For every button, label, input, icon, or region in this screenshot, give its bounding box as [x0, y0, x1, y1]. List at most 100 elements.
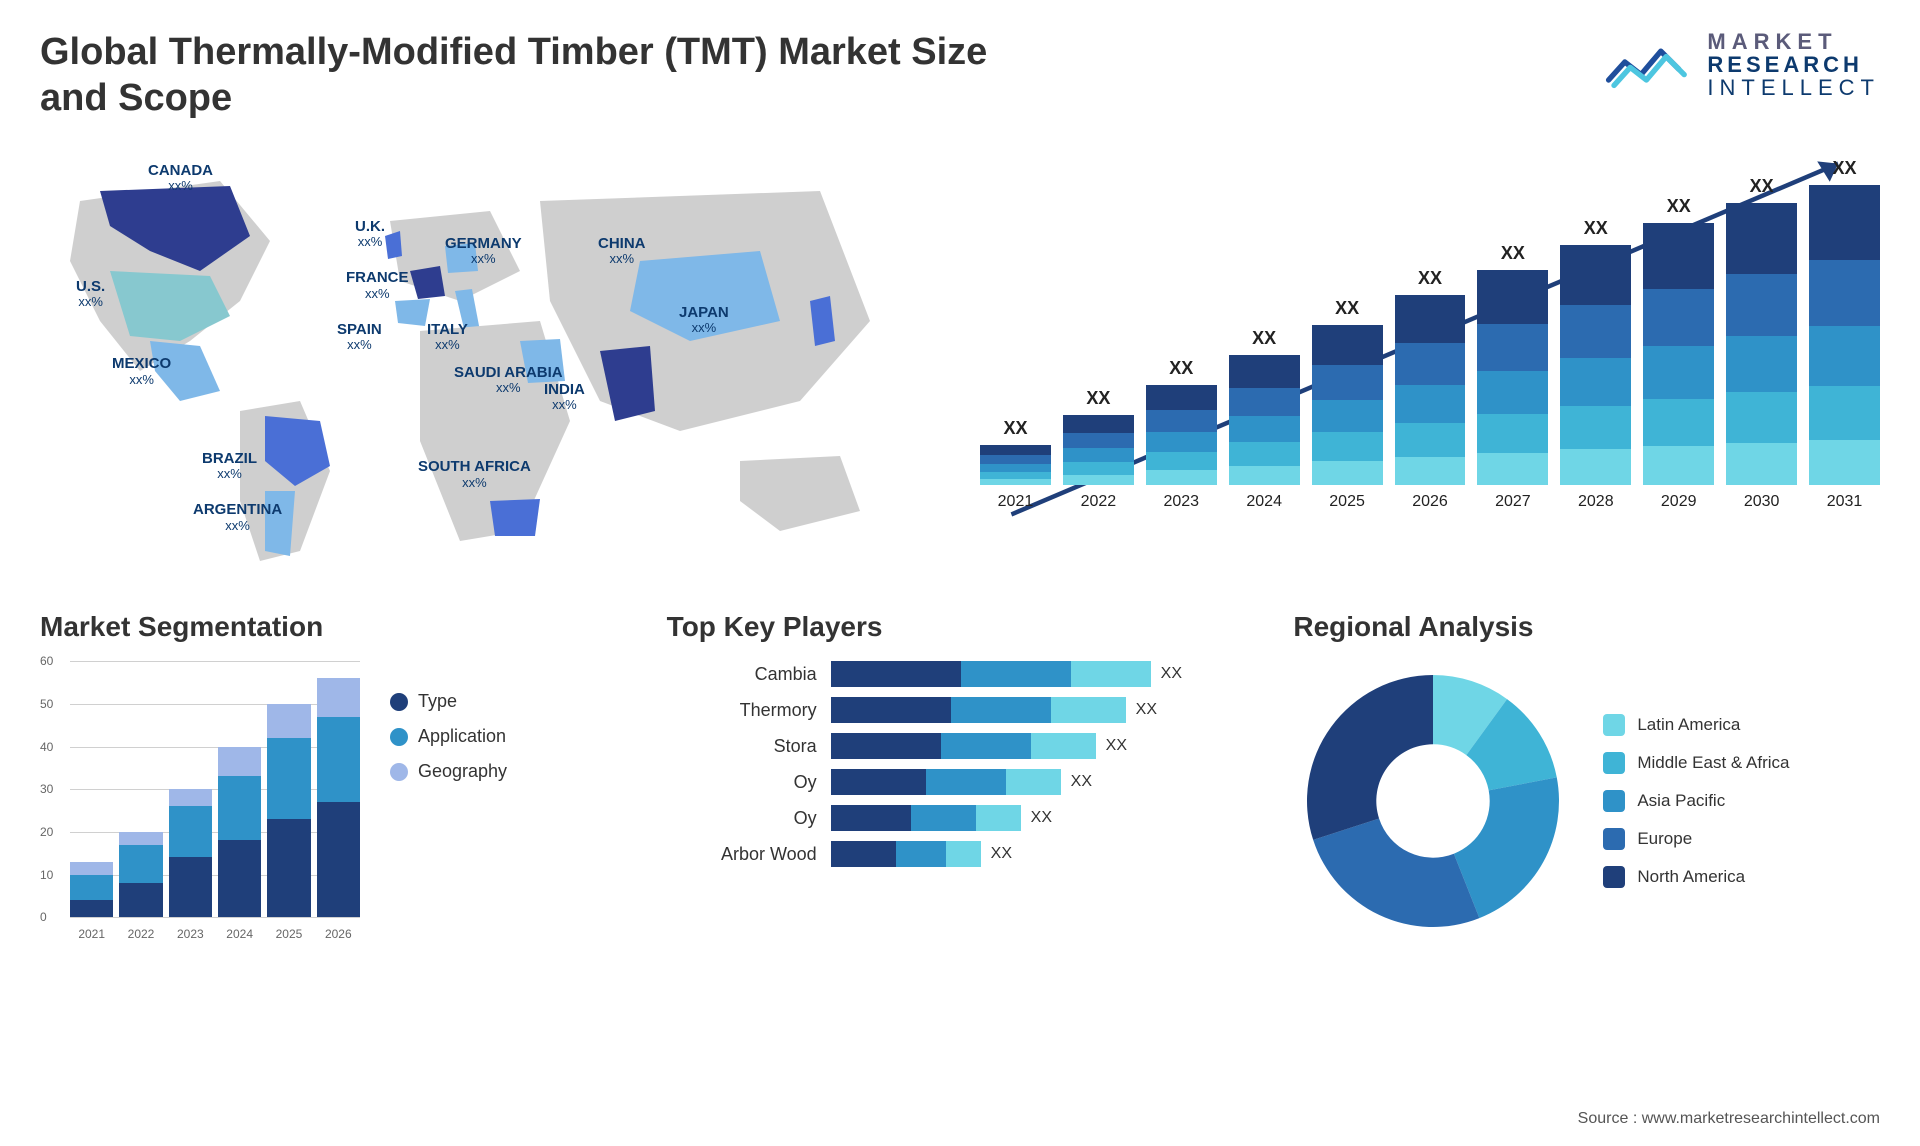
segmentation-legend-item: Application — [390, 726, 507, 747]
bar-year-label: 2031 — [1827, 493, 1863, 511]
bar-value-label: XX — [1584, 218, 1608, 239]
segmentation-panel: Market Segmentation 0 10 20 30 40 50 60 2021 202… — [40, 611, 627, 941]
bar-year-label: 2030 — [1744, 493, 1780, 511]
segmentation-bar — [218, 747, 261, 918]
map-country-label: ITALYxx% — [427, 322, 468, 353]
regional-legend-item: Europe — [1603, 828, 1789, 850]
key-player-name: Thermory — [667, 700, 817, 721]
key-player-name: Stora — [667, 736, 817, 757]
brand-logo: MARKET RESEARCH INTELLECT — [1605, 30, 1880, 99]
bar-year-label: 2029 — [1661, 493, 1697, 511]
key-player-row: Stora XX — [667, 733, 1254, 759]
bar-year-label: 2028 — [1578, 493, 1614, 511]
segmentation-year: 2024 — [218, 927, 261, 941]
map-country-label: INDIAxx% — [544, 382, 585, 413]
map-country-label: GERMANYxx% — [445, 236, 522, 267]
key-player-value: XX — [991, 845, 1012, 863]
y-axis-tick: 50 — [40, 697, 53, 711]
key-player-name: Arbor Wood — [667, 844, 817, 865]
regional-panel: Regional Analysis Latin America Middle Ea… — [1293, 611, 1880, 941]
logo-text-2: RESEARCH — [1707, 53, 1880, 76]
key-player-value: XX — [1031, 809, 1052, 827]
bar-year-label: 2027 — [1495, 493, 1531, 511]
map-country-label: U.S.xx% — [76, 279, 105, 310]
segmentation-bar — [317, 678, 360, 917]
logo-icon — [1605, 32, 1695, 97]
regional-legend-item: North America — [1603, 866, 1789, 888]
main-bar: XX 2030 — [1726, 176, 1797, 511]
regional-title: Regional Analysis — [1293, 611, 1880, 643]
key-players-title: Top Key Players — [667, 611, 1254, 643]
logo-text-3: INTELLECT — [1707, 76, 1880, 99]
key-player-row: Oy XX — [667, 805, 1254, 831]
bar-value-label: XX — [1418, 268, 1442, 289]
key-player-value: XX — [1106, 737, 1127, 755]
main-bar: XX 2025 — [1312, 298, 1383, 511]
world-map: CANADAxx% U.S.xx% MEXICOxx% BRAZILxx% ARGENT… — [40, 141, 940, 571]
y-axis-tick: 60 — [40, 654, 53, 668]
bar-value-label: XX — [1501, 243, 1525, 264]
main-bar: XX 2031 — [1809, 158, 1880, 511]
bar-year-label: 2022 — [1081, 493, 1117, 511]
map-country-label: SPAINxx% — [337, 322, 382, 353]
map-country-label: CANADAxx% — [148, 163, 213, 194]
key-player-row: Oy XX — [667, 769, 1254, 795]
y-axis-tick: 20 — [40, 825, 53, 839]
key-player-value: XX — [1136, 701, 1157, 719]
key-player-row: Thermory XX — [667, 697, 1254, 723]
segmentation-legend-item: Type — [390, 691, 507, 712]
map-country-label: FRANCExx% — [346, 270, 409, 301]
y-axis-tick: 0 — [40, 910, 47, 924]
bar-year-label: 2021 — [998, 493, 1034, 511]
segmentation-legend-item: Geography — [390, 761, 507, 782]
regional-legend-item: Asia Pacific — [1603, 790, 1789, 812]
y-axis-tick: 40 — [40, 740, 53, 754]
main-bar: XX 2027 — [1477, 243, 1548, 511]
segmentation-title: Market Segmentation — [40, 611, 627, 643]
key-players-panel: Top Key Players Cambia XX Thermory XX Stora X… — [667, 611, 1254, 941]
bar-value-label: XX — [1833, 158, 1857, 179]
logo-text-1: MARKET — [1707, 30, 1880, 53]
segmentation-bar — [169, 789, 212, 917]
segmentation-year: 2021 — [70, 927, 113, 941]
bar-value-label: XX — [1086, 388, 1110, 409]
map-country-label: MEXICOxx% — [112, 356, 171, 387]
segmentation-year: 2026 — [317, 927, 360, 941]
key-player-value: XX — [1161, 665, 1182, 683]
map-country-label: CHINAxx% — [598, 236, 646, 267]
bar-year-label: 2023 — [1163, 493, 1199, 511]
bar-value-label: XX — [1335, 298, 1359, 319]
segmentation-bar — [70, 862, 113, 917]
main-bar: XX 2028 — [1560, 218, 1631, 511]
key-player-value: XX — [1071, 773, 1092, 791]
page-title: Global Thermally-Modified Timber (TMT) M… — [40, 30, 1040, 121]
map-country-label: ARGENTINAxx% — [193, 502, 282, 533]
map-country-label: JAPANxx% — [679, 305, 729, 336]
segmentation-year: 2023 — [169, 927, 212, 941]
bar-value-label: XX — [1169, 358, 1193, 379]
main-bar: XX2024 — [1229, 328, 1300, 511]
main-bar: XX 2022 — [1063, 388, 1134, 511]
bar-value-label: XX — [1003, 418, 1027, 439]
map-country-label: U.K.xx% — [355, 219, 385, 250]
main-bar: XX 2026 — [1395, 268, 1466, 511]
bar-year-label: 2025 — [1329, 493, 1365, 511]
bar-year-label: 2026 — [1412, 493, 1448, 511]
segmentation-bar — [267, 704, 310, 917]
key-player-row: Arbor Wood XX — [667, 841, 1254, 867]
key-player-name: Oy — [667, 808, 817, 829]
key-player-name: Oy — [667, 772, 817, 793]
regional-legend-item: Middle East & Africa — [1603, 752, 1789, 774]
main-bar: XX 2023 — [1146, 358, 1217, 511]
y-axis-tick: 30 — [40, 782, 53, 796]
bar-value-label: XX — [1750, 176, 1774, 197]
main-bar: XX2029 — [1643, 196, 1714, 511]
segmentation-year: 2025 — [267, 927, 310, 941]
y-axis-tick: 10 — [40, 868, 53, 882]
key-player-row: Cambia XX — [667, 661, 1254, 687]
map-country-label: BRAZILxx% — [202, 451, 257, 482]
main-bar: XX 2021 — [980, 418, 1051, 511]
bar-year-label: 2024 — [1246, 493, 1282, 511]
regional-legend-item: Latin America — [1603, 714, 1789, 736]
key-player-name: Cambia — [667, 664, 817, 685]
